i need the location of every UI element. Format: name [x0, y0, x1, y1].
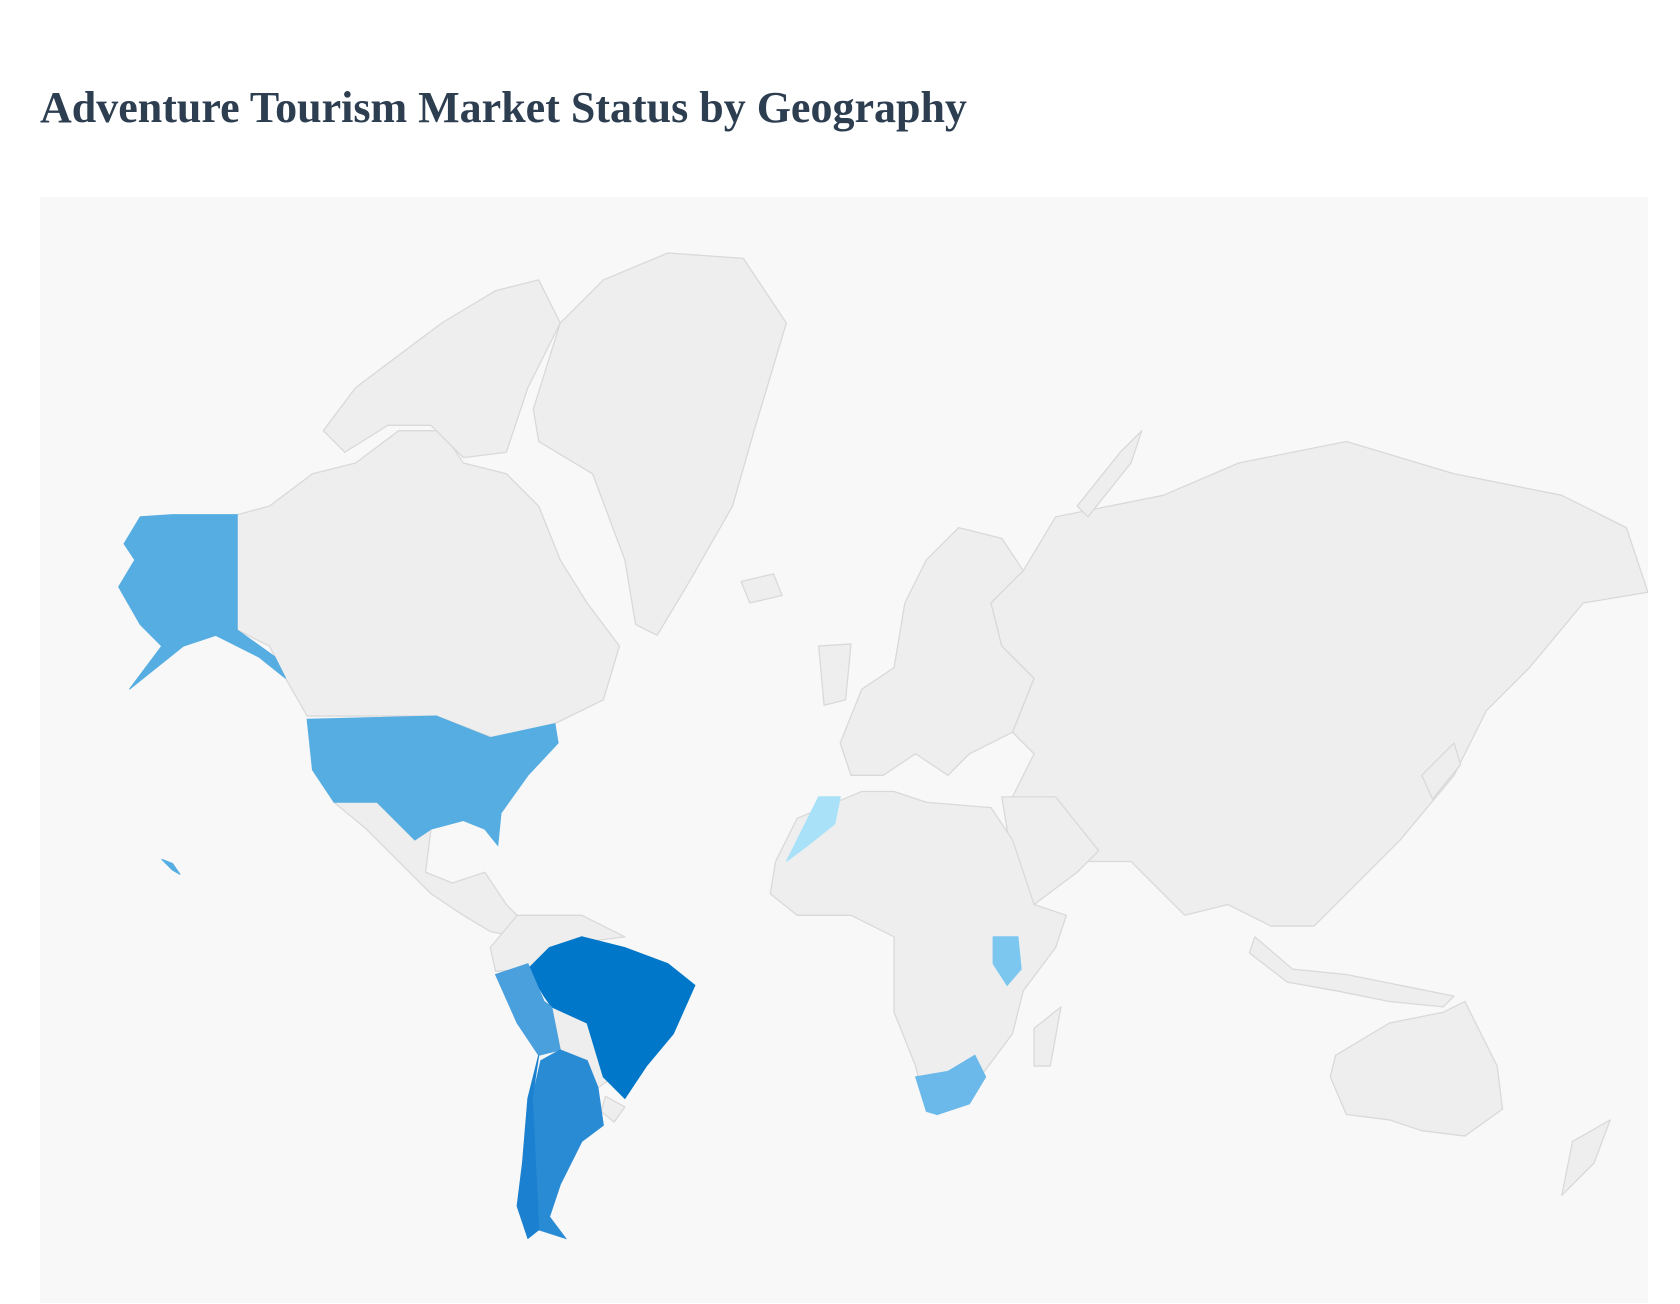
chile: [516, 1055, 540, 1240]
indonesia: [1248, 936, 1455, 1008]
land: [236, 252, 1648, 1196]
uruguay: [600, 1095, 626, 1123]
asia: [990, 440, 1648, 927]
highlighted-countries: [118, 514, 1022, 1240]
hawaii: [161, 858, 181, 875]
iceland: [740, 573, 783, 604]
morocco: [785, 796, 841, 862]
new-zealand: [1561, 1119, 1611, 1196]
alaska: [118, 514, 287, 690]
africa: [769, 790, 1068, 1110]
world-map: [40, 197, 1648, 1303]
page-title: Adventure Tourism Market Status by Geogr…: [40, 83, 967, 132]
japan: [1421, 742, 1462, 800]
madagascar: [1033, 1006, 1062, 1067]
peru: [494, 963, 561, 1056]
canada: [236, 430, 621, 744]
brazil: [527, 936, 696, 1100]
united-states: [306, 715, 559, 847]
south-africa: [914, 1054, 987, 1116]
kenya: [992, 936, 1022, 987]
greenland: [532, 252, 788, 636]
novaya-zemlya: [1076, 430, 1143, 518]
australia: [1329, 1000, 1504, 1137]
uk: [818, 643, 852, 706]
arctic-islands: [322, 279, 561, 459]
